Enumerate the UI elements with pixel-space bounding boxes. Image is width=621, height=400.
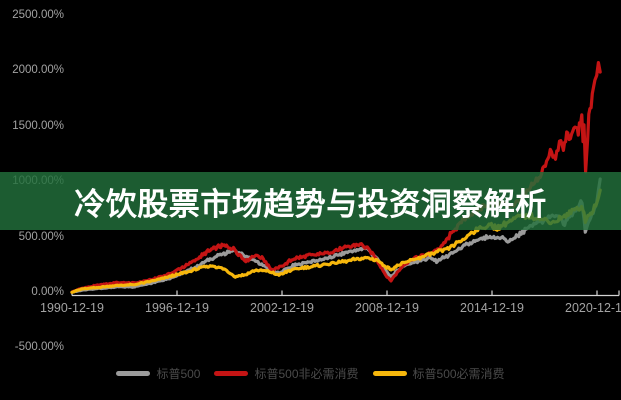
y-axis-label: -500.00% [14, 341, 64, 353]
title-banner: 冷饮股票市场趋势与投资洞察解析 [0, 172, 621, 230]
y-axis-label: 1500.00% [12, 120, 64, 132]
legend-line-swatch-yellow [372, 370, 407, 376]
series-line-0 [70, 177, 602, 294]
x-axis-label: 2014-12-19 [460, 301, 524, 315]
legend-label: 标普500必需消费 [412, 366, 505, 381]
y-axis-label: 500.00% [18, 231, 64, 243]
legend-label: 标普500 [156, 366, 201, 381]
y-axis-label: 2000.00% [12, 64, 64, 76]
legend: 标普500 标普500非必需消费 标普500必需消费 [0, 363, 621, 383]
x-axis-line [71, 290, 620, 297]
x-axis-label: 2020-12-19 [565, 301, 621, 315]
legend-line-swatch-red [214, 370, 249, 376]
y-axis-label: 0.00% [31, 286, 64, 298]
legend-item-staples[interactable]: 标普500必需消费 [372, 365, 505, 382]
page-title: 冷饮股票市场趋势与投资洞察解析 [74, 186, 547, 222]
legend-label: 标普500非必需消费 [254, 366, 359, 381]
x-axis-label: 1990-12-19 [40, 301, 104, 315]
x-axis-label: 1996-12-19 [145, 301, 209, 315]
y-axis-label: 2500.00% [12, 9, 64, 21]
legend-item-discretionary[interactable]: 标普500非必需消费 [214, 365, 359, 382]
legend-line-swatch-gray [116, 370, 151, 376]
x-axis-label: 2008-12-19 [355, 301, 419, 315]
legend-item-sp500[interactable]: 标普500 [116, 365, 200, 382]
x-axis-label: 2002-12-19 [250, 301, 314, 315]
